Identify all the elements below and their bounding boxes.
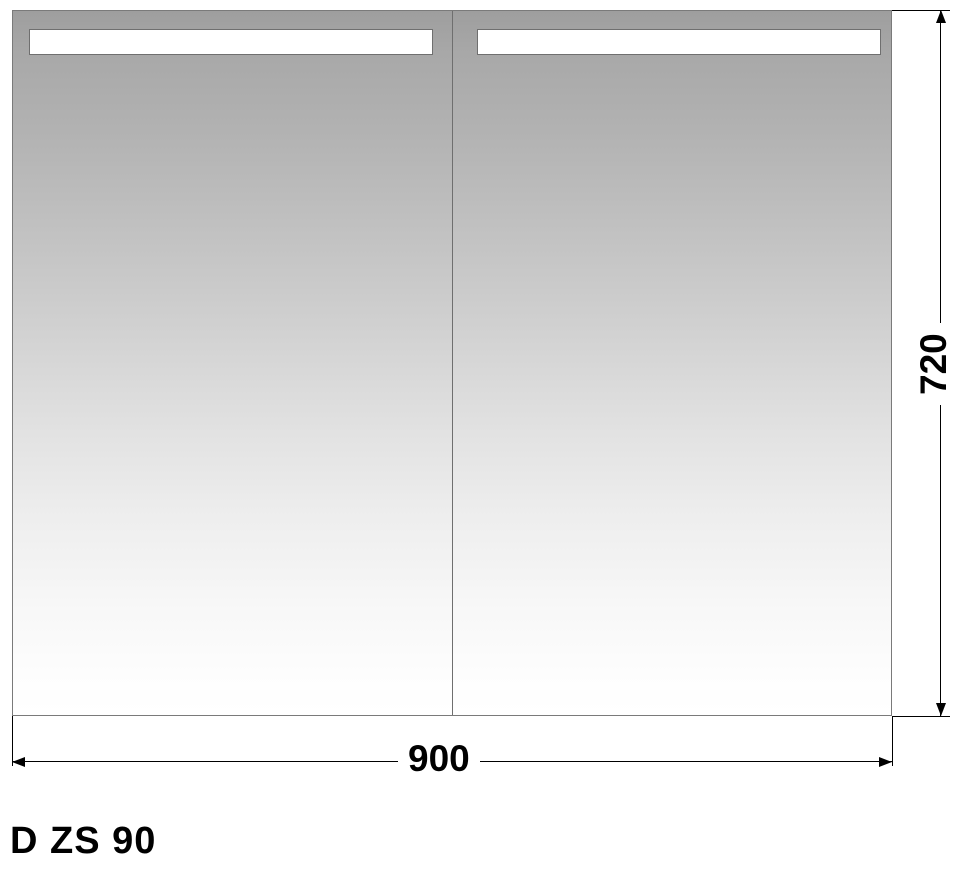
light-strip-left-icon: [29, 29, 433, 55]
width-witness-left: [12, 716, 13, 766]
height-arrow-bottom-icon: [935, 703, 946, 716]
height-dimension-label: 720: [913, 323, 954, 405]
width-arrow-right-icon: [879, 756, 892, 767]
cabinet-front-view: [12, 10, 892, 716]
product-caption: D ZS 90: [10, 820, 157, 862]
width-witness-right: [892, 716, 893, 766]
left-door: [13, 11, 453, 715]
light-strip-right-icon: [477, 29, 881, 55]
right-door: [453, 11, 893, 715]
width-arrow-left-icon: [12, 756, 25, 767]
height-witness-bottom: [892, 716, 950, 717]
width-dimension-label: 900: [398, 740, 480, 777]
height-witness-top: [892, 10, 950, 11]
height-arrow-top-icon: [935, 10, 946, 23]
